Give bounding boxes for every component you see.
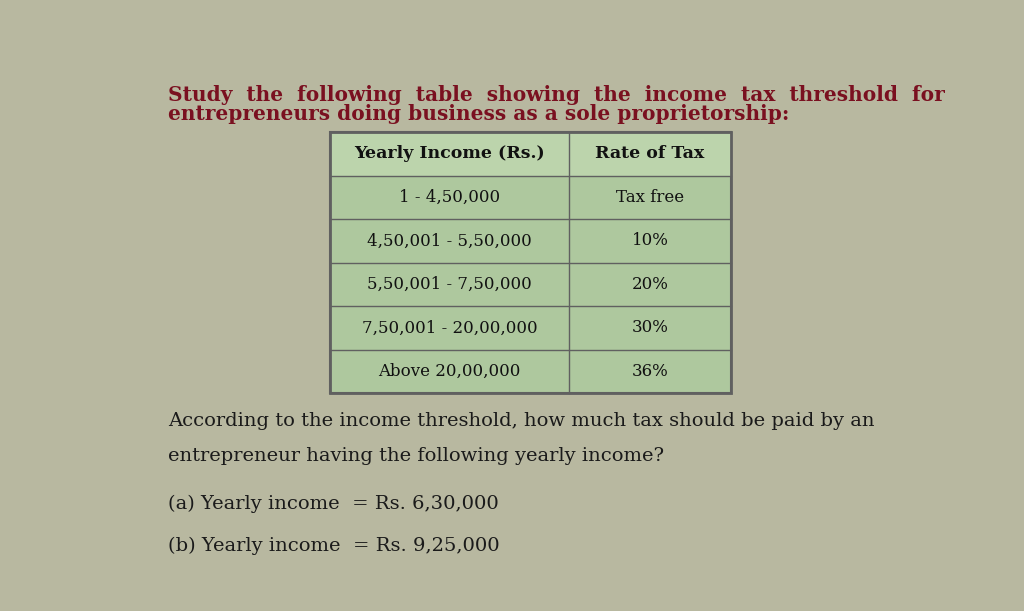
Text: entrepreneur having the following yearly income?: entrepreneur having the following yearly… xyxy=(168,447,664,466)
Text: (b) Yearly income  = Rs. 9,25,000: (b) Yearly income = Rs. 9,25,000 xyxy=(168,536,500,555)
Text: 10%: 10% xyxy=(632,232,669,249)
Text: Above 20,00,000: Above 20,00,000 xyxy=(379,363,521,380)
Text: (a) Yearly income  = Rs. 6,30,000: (a) Yearly income = Rs. 6,30,000 xyxy=(168,494,499,513)
Text: Rate of Tax: Rate of Tax xyxy=(595,145,705,163)
Text: entrepreneurs doing business as a sole proprietorship:: entrepreneurs doing business as a sole p… xyxy=(168,104,790,124)
Text: 36%: 36% xyxy=(632,363,669,380)
Text: 4,50,001 - 5,50,000: 4,50,001 - 5,50,000 xyxy=(368,232,532,249)
Text: According to the income threshold, how much tax should be paid by an: According to the income threshold, how m… xyxy=(168,412,874,430)
FancyBboxPatch shape xyxy=(331,132,731,393)
Text: Study  the  following  table  showing  the  income  tax  threshold  for: Study the following table showing the in… xyxy=(168,85,944,105)
Text: 20%: 20% xyxy=(632,276,669,293)
FancyBboxPatch shape xyxy=(331,132,731,175)
Text: 7,50,001 - 20,00,000: 7,50,001 - 20,00,000 xyxy=(361,320,538,337)
Text: Tax free: Tax free xyxy=(615,189,684,206)
Text: 1 - 4,50,000: 1 - 4,50,000 xyxy=(399,189,500,206)
Text: 30%: 30% xyxy=(632,320,669,337)
Text: 5,50,001 - 7,50,000: 5,50,001 - 7,50,000 xyxy=(368,276,532,293)
Text: Yearly Income (Rs.): Yearly Income (Rs.) xyxy=(354,145,545,163)
